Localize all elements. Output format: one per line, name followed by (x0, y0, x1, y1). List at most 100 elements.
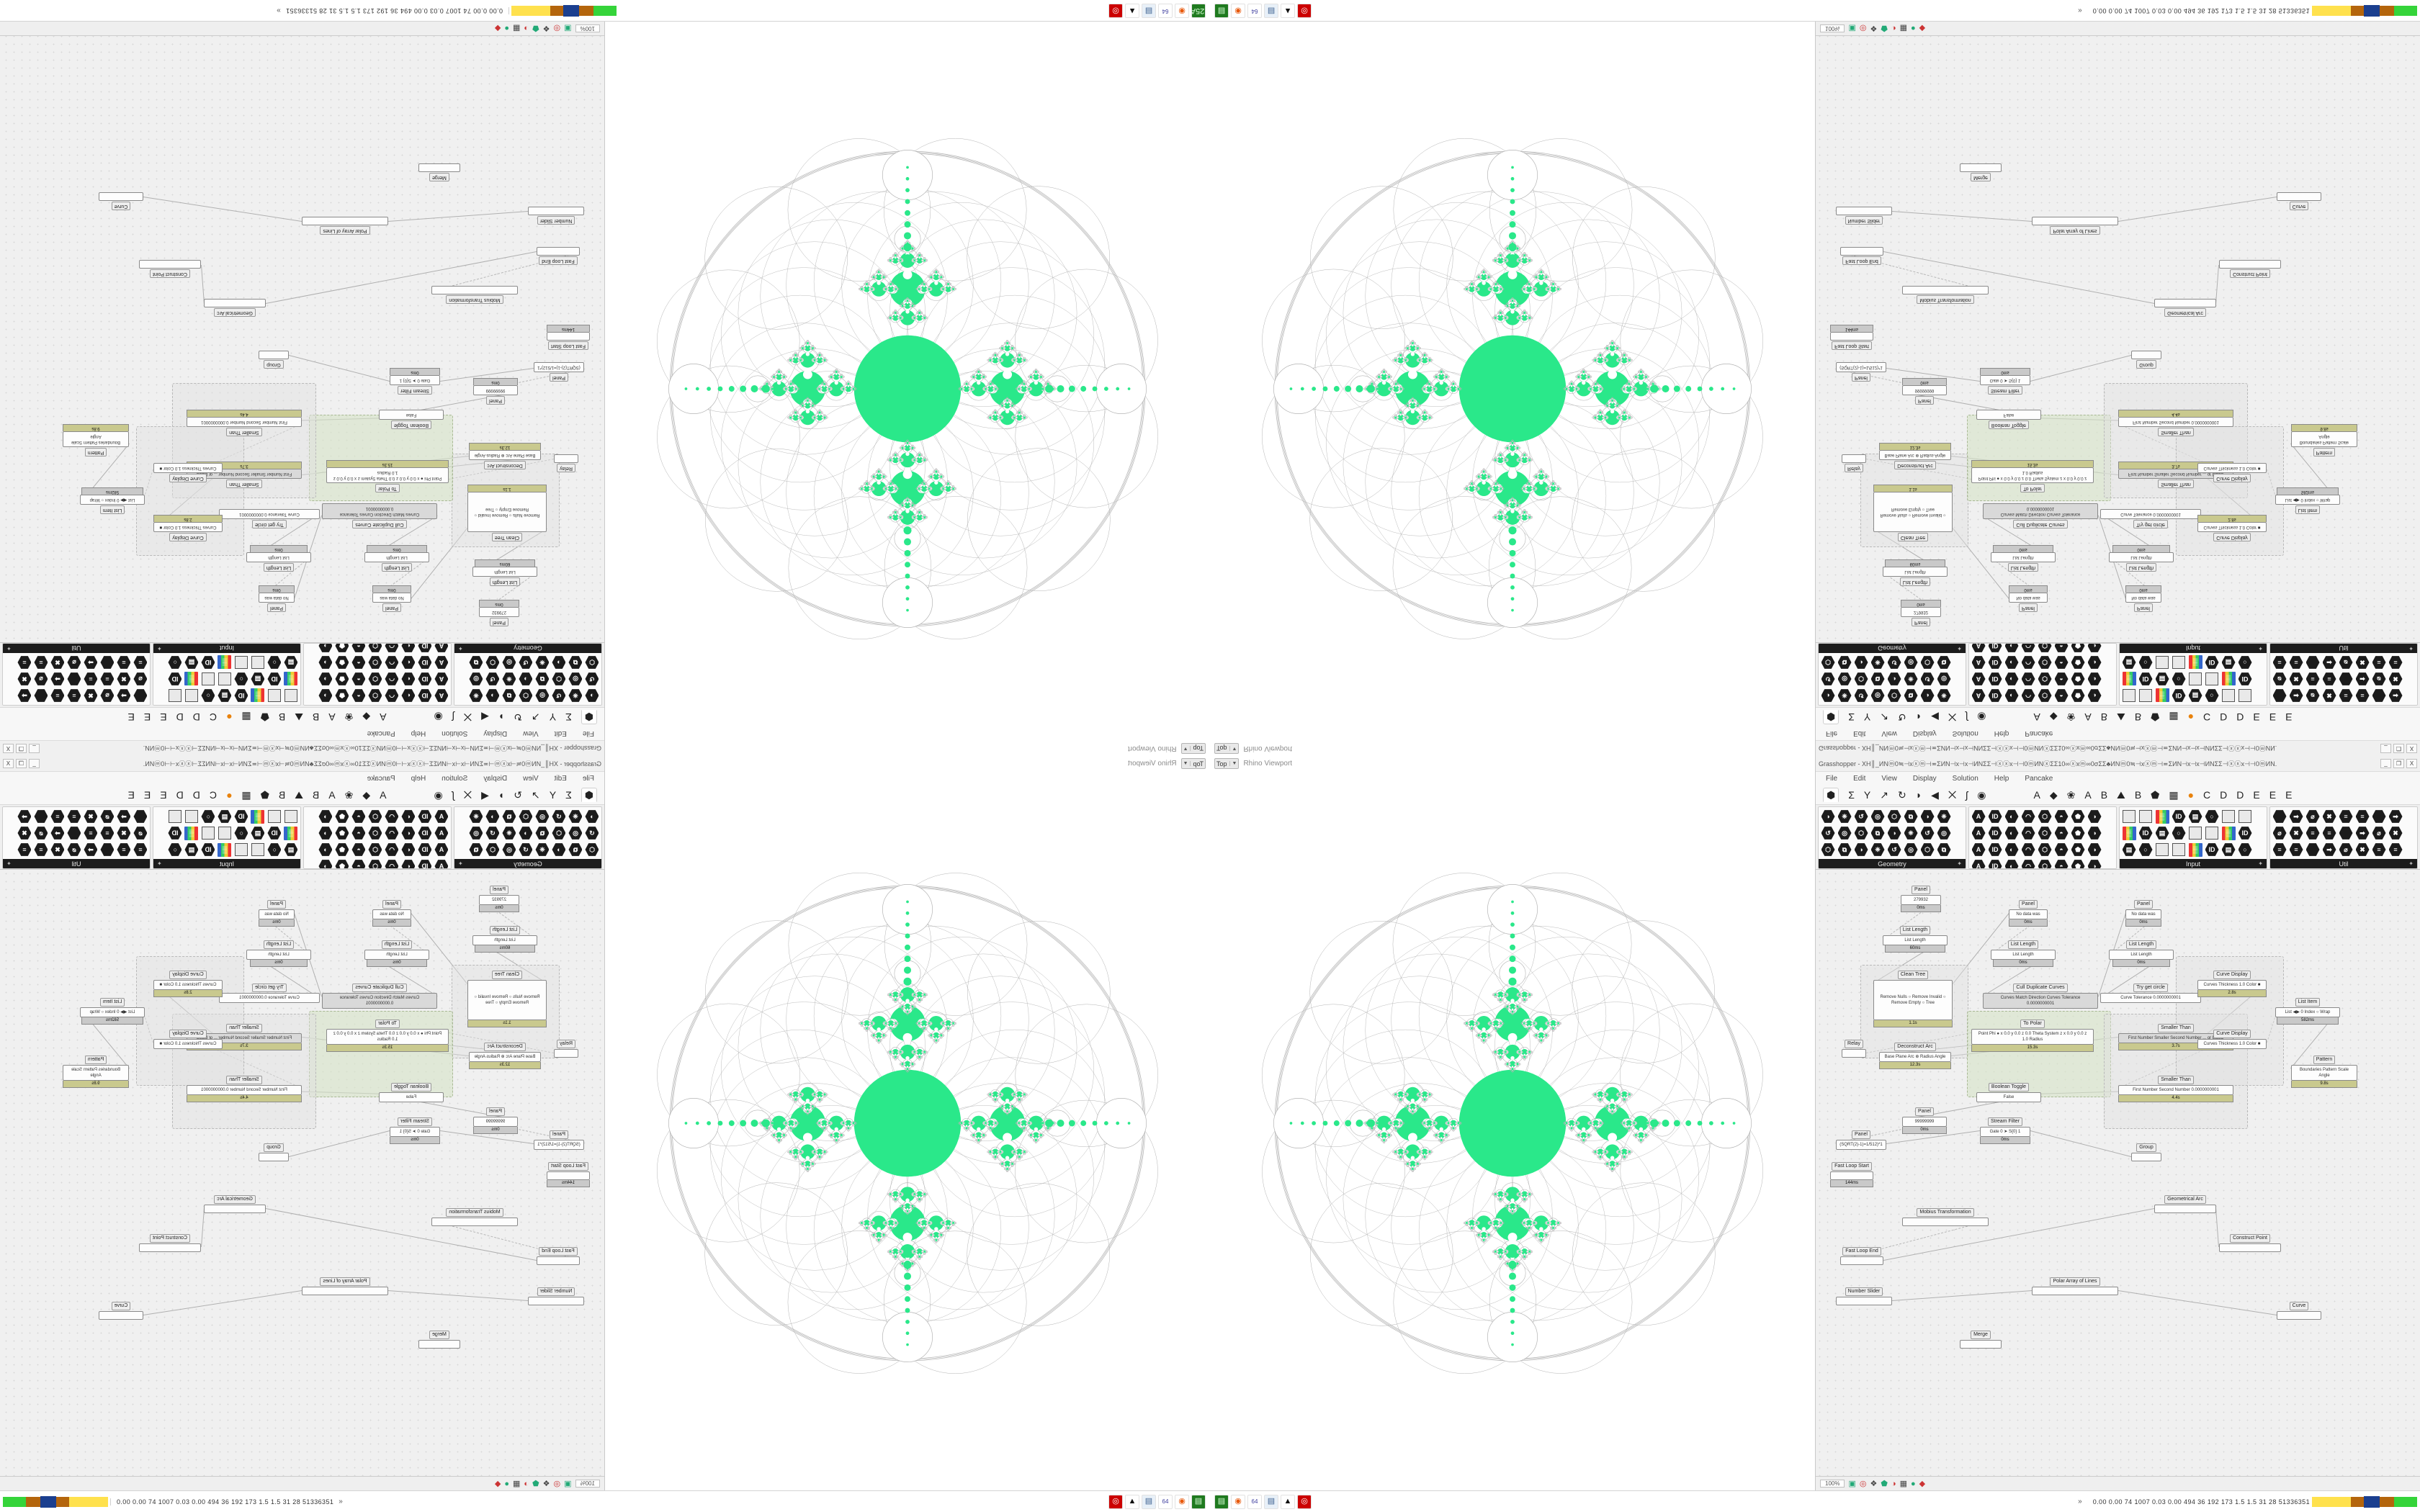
gh-node-body[interactable] (554, 454, 578, 463)
gh-node[interactable]: Construct Point (2219, 1234, 2281, 1252)
redhat-icon[interactable]: ◎ (1297, 1494, 1312, 1509)
gh-node-body[interactable]: List ◀▶ 0 Index ○ Wrap (80, 495, 145, 505)
component-icon[interactable]: ◑ (2087, 858, 2102, 868)
gh-node[interactable]: List Length List Length 60ms (1883, 559, 1948, 586)
component-icon[interactable]: ↺ (1886, 654, 1902, 670)
component-icon[interactable]: ⬡ (584, 654, 600, 670)
gh-tab-vector[interactable]: ↗ (532, 788, 540, 801)
component-icon[interactable]: ID (1987, 842, 2003, 858)
component-icon[interactable]: ○ (200, 688, 216, 703)
component-icon[interactable]: ≡ (50, 809, 66, 824)
tab-mountain[interactable]: ⛰ (2117, 788, 2125, 801)
ribbon-group-label[interactable]: Input ✦ (2120, 859, 2267, 868)
component-icon[interactable]: ◠ (2020, 643, 2036, 654)
component-icon[interactable] (217, 671, 233, 687)
gh-node-body[interactable]: Gate 0 ➤ S{0} 1 (390, 375, 440, 385)
component-icon[interactable]: ▒ (2220, 825, 2236, 841)
gh-tab-intersect[interactable]: ⨉ (463, 711, 472, 724)
component-icon[interactable] (2371, 688, 2387, 703)
component-icon[interactable]: A (1971, 654, 1986, 670)
component-icon[interactable]: ⬟ (2070, 671, 2086, 687)
tab-b1[interactable]: B (2100, 711, 2108, 724)
tab-d1[interactable]: D (2220, 711, 2228, 724)
canvas-widget-icon[interactable]: ◆ (1919, 1480, 1926, 1488)
gh-node[interactable]: Panel No data was 0ms (372, 585, 411, 612)
gh-node-body[interactable] (99, 192, 143, 201)
canvas-widget-icon[interactable]: ⬟ (1881, 1480, 1888, 1488)
canvas-widget-icon[interactable]: ▦ (513, 1480, 521, 1488)
gh-tab-params[interactable]: ⬢ (581, 787, 597, 802)
gh-node-body[interactable]: Point Phi ● x 0.0 y 0.0 z 0.0 Theta Syst… (1971, 1029, 2094, 1045)
component-icon[interactable]: ✖ (2388, 671, 2403, 687)
gh-node[interactable]: Fast Loop Start 144ms (547, 1162, 590, 1187)
rhino-viewport[interactable]: Top ▼ Rhino Viewport (1210, 22, 1815, 756)
floppy-64-icon[interactable]: 64 (1158, 3, 1173, 18)
gh-node-body[interactable]: List Length (2109, 552, 2174, 562)
gh-tab-display[interactable]: ◉ (434, 788, 443, 801)
gh-tab-curve[interactable]: ↻ (514, 711, 523, 724)
canvas-widget-icon[interactable]: ◎ (1859, 1480, 1867, 1488)
gh-node-body[interactable]: Base Plane Arc ⊕ Radius Angle (1879, 450, 1951, 460)
component-icon[interactable]: ↺ (1820, 825, 1836, 841)
gh-node[interactable]: To Polar Point Phi ● x 0.0 y 0.0 z 0.0 Th… (326, 460, 449, 492)
gh-node[interactable]: Panel 279932 0ms (479, 886, 519, 912)
tab-mountain[interactable]: ⛰ (295, 788, 303, 801)
floppy-64-icon[interactable]: 64 (1158, 1494, 1173, 1509)
component-icon[interactable]: ◐ (400, 842, 416, 858)
gh-tab-vector[interactable]: ↗ (1880, 788, 1888, 801)
component-icon[interactable]: ⬡ (2037, 671, 2053, 687)
component-icon[interactable]: ⬟ (2070, 688, 2086, 703)
component-icon[interactable]: ◑ (518, 825, 534, 841)
gh-node[interactable]: Panel 99999999 0ms (473, 378, 518, 405)
maximize-button[interactable]: ❐ (2393, 759, 2404, 768)
gh-node[interactable]: List Length List Length 0ms (246, 545, 311, 572)
gh-node[interactable]: Clean Tree Remove Nulls ○ Remove Invalid … (467, 485, 547, 541)
gh-tab-intersect[interactable]: ⨉ (1948, 788, 1957, 801)
component-icon[interactable]: ◓ (351, 643, 367, 654)
gh-node-body[interactable]: False (379, 1092, 444, 1102)
tab-a1[interactable]: A (2033, 788, 2040, 801)
component-icon[interactable] (2138, 688, 2154, 703)
component-icon[interactable]: ID (2204, 654, 2220, 670)
component-icon[interactable]: ○ (2171, 671, 2187, 687)
gh-node[interactable]: Panel (SQRT(2)-1)=1/512)*1 (534, 362, 584, 382)
component-icon[interactable]: ID (1987, 643, 2003, 654)
component-icon[interactable]: ⬡ (2037, 809, 2053, 824)
gh-node-body[interactable] (302, 1287, 388, 1295)
gh-node[interactable]: Panel 99999999 0ms (1902, 1107, 1947, 1134)
gh-node[interactable]: Cull Duplicate Curves Curves Match Direct… (1983, 503, 2098, 528)
gh-node-body[interactable]: List Length (364, 552, 429, 562)
gh-node-body[interactable]: 279932 (479, 895, 519, 905)
component-icon[interactable]: ◠ (384, 688, 400, 703)
gh-node-body[interactable]: List Length (1991, 552, 2056, 562)
component-icon[interactable]: ◓ (351, 809, 367, 824)
component-icon[interactable]: ◑ (318, 643, 333, 654)
component-icon[interactable] (250, 842, 266, 858)
gh-node[interactable]: Curve Display Curves Thickness 1.0 Color … (153, 515, 223, 541)
firefox-icon[interactable]: ◉ (1231, 1494, 1245, 1509)
maximize-button[interactable]: ❐ (16, 759, 27, 768)
component-icon[interactable]: ✖ (2321, 809, 2337, 824)
canvas-widget-icon[interactable]: ◎ (553, 1480, 561, 1488)
component-icon[interactable]: ◓ (351, 654, 367, 670)
component-icon[interactable]: ID (266, 825, 282, 841)
component-icon[interactable]: ○ (266, 842, 282, 858)
tab-dot[interactable]: ● (225, 711, 233, 724)
gh-node[interactable]: To Polar Point Phi ● x 0.0 y 0.0 z 0.0 Th… (1971, 460, 2094, 492)
component-icon[interactable]: ○ (167, 654, 183, 670)
gh-node-body[interactable] (1836, 1297, 1892, 1305)
menu-solution[interactable]: Solution (442, 729, 468, 738)
calculator-icon[interactable]: ▤ (1142, 3, 1156, 18)
component-icon[interactable]: ➡ (2388, 809, 2403, 824)
gh-node[interactable]: Boolean Toggle False (1976, 410, 2041, 429)
gh-node[interactable]: Pattern Boundaries Pattern Scale Angle 9.8… (63, 1056, 129, 1088)
component-icon[interactable]: ▤ (250, 671, 266, 687)
close-button[interactable]: X (3, 759, 14, 768)
canvas-zoom-level[interactable]: 100% (1820, 1480, 1845, 1488)
component-icon[interactable]: ◎ (501, 654, 517, 670)
component-icon[interactable]: ⌀ (2371, 671, 2387, 687)
component-icon[interactable]: ≡ (83, 825, 99, 841)
gh-node-body[interactable] (1840, 247, 1883, 256)
component-icon[interactable]: ◠ (384, 671, 400, 687)
component-icon[interactable]: ◓ (351, 688, 367, 703)
